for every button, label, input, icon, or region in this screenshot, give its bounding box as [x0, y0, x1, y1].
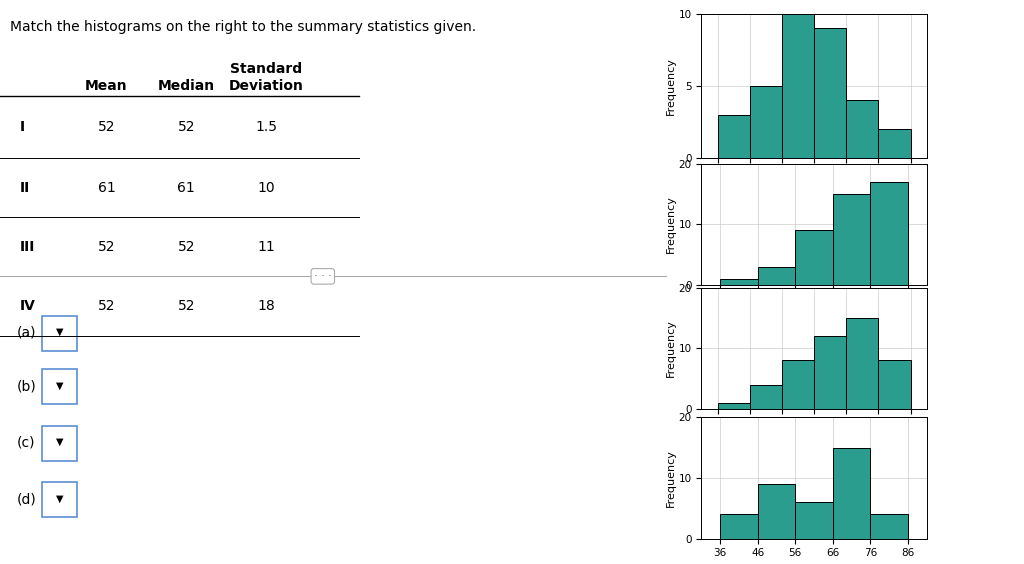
Bar [750, 86, 782, 158]
Text: Match the histograms on the right to the summary statistics given.: Match the histograms on the right to the… [10, 20, 476, 34]
Y-axis label: Frequency: Frequency [666, 195, 676, 253]
Bar [718, 403, 750, 409]
Text: Median: Median [158, 79, 215, 93]
Text: I: I [20, 120, 26, 134]
Text: 1.5: 1.5 [255, 120, 278, 134]
FancyBboxPatch shape [42, 482, 77, 517]
Text: 52: 52 [97, 240, 116, 254]
X-axis label: (c): (c) [804, 435, 824, 450]
Bar [720, 279, 758, 285]
Text: III: III [20, 240, 36, 254]
Bar [846, 318, 879, 409]
Bar [833, 448, 870, 539]
Bar [814, 28, 846, 158]
Text: 52: 52 [177, 299, 196, 313]
Bar [750, 385, 782, 409]
Text: Mean: Mean [85, 79, 128, 93]
Bar [782, 14, 814, 158]
Bar [879, 129, 910, 158]
Text: 52: 52 [97, 299, 116, 313]
Text: ▼: ▼ [55, 437, 63, 447]
Bar [870, 182, 908, 285]
Y-axis label: Frequency: Frequency [666, 449, 676, 507]
Bar [870, 514, 908, 539]
Text: 52: 52 [97, 120, 116, 134]
Bar [758, 267, 796, 285]
Text: 11: 11 [257, 240, 275, 254]
Bar [718, 115, 750, 158]
X-axis label: (b): (b) [803, 311, 825, 325]
Y-axis label: Frequency: Frequency [666, 57, 676, 115]
Text: ▼: ▼ [55, 327, 63, 337]
Bar [782, 360, 814, 409]
Text: · · ·: · · · [314, 271, 332, 281]
Text: (a): (a) [16, 326, 36, 340]
Text: 61: 61 [177, 180, 196, 195]
Text: 10: 10 [257, 180, 275, 195]
Y-axis label: Frequency: Frequency [666, 319, 676, 377]
X-axis label: (a): (a) [803, 184, 825, 199]
Text: ▼: ▼ [55, 494, 63, 504]
Bar [796, 230, 833, 285]
FancyBboxPatch shape [42, 316, 77, 351]
Text: (b): (b) [16, 380, 37, 393]
Text: IV: IV [20, 299, 36, 313]
Text: (d): (d) [16, 492, 37, 506]
Bar [720, 514, 758, 539]
Text: Standard
Deviation: Standard Deviation [228, 62, 304, 93]
Bar [879, 360, 910, 409]
Text: II: II [20, 180, 31, 195]
FancyBboxPatch shape [42, 426, 77, 461]
FancyBboxPatch shape [42, 369, 77, 404]
Bar [833, 194, 870, 285]
Bar [846, 100, 879, 158]
Bar [796, 502, 833, 539]
Text: 52: 52 [177, 120, 196, 134]
Text: ▼: ▼ [55, 381, 63, 391]
Bar [814, 336, 846, 409]
Text: 61: 61 [97, 180, 116, 195]
Text: (c): (c) [16, 436, 35, 450]
Text: 52: 52 [177, 240, 196, 254]
Bar [758, 484, 796, 539]
Text: 18: 18 [257, 299, 275, 313]
